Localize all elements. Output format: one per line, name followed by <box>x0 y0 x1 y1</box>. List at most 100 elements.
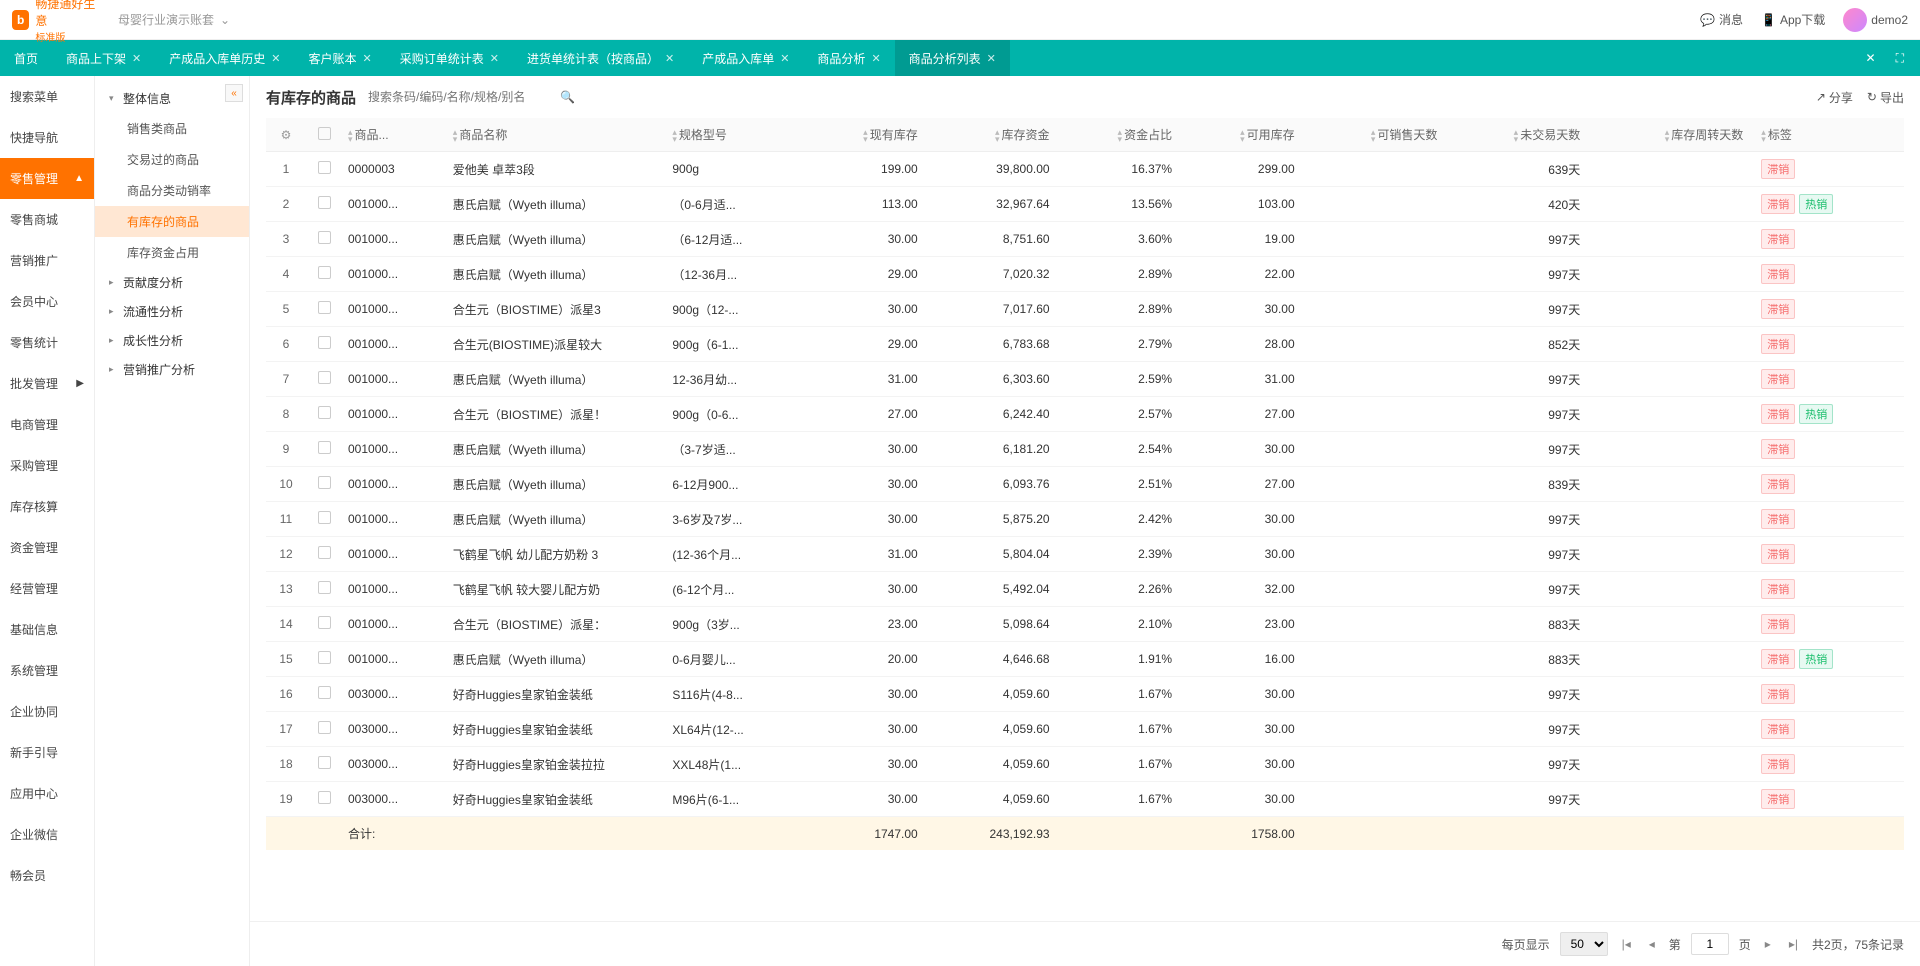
tab-4[interactable]: 采购订单统计表✕ <box>386 40 513 76</box>
close-all-icon[interactable]: ✕ <box>1860 47 1882 70</box>
tab-6[interactable]: 产成品入库单✕ <box>688 40 803 76</box>
table-row[interactable]: 10000003爱他美 卓萃3段900g199.0039,800.0016.37… <box>266 152 1904 187</box>
subnav-item-0[interactable]: 销售类商品 <box>95 113 249 144</box>
export-button[interactable]: ↻ 导出 <box>1867 89 1904 106</box>
nav-item-11[interactable]: 资金管理 <box>0 527 94 568</box>
col-header-1[interactable]: ▴▾商品名称 <box>447 118 667 152</box>
close-icon[interactable]: ✕ <box>271 52 280 65</box>
row-checkbox[interactable] <box>306 712 342 747</box>
table-row[interactable]: 16003000...好奇Huggies皇家铂金装纸S116片(4-8...30… <box>266 677 1904 712</box>
nav-item-2[interactable]: 零售管理▲ <box>0 158 94 199</box>
nav-item-5[interactable]: 会员中心 <box>0 281 94 322</box>
close-icon[interactable]: ✕ <box>780 52 789 65</box>
select-all-column[interactable] <box>306 118 342 152</box>
per-page-select[interactable]: 50 <box>1560 932 1608 956</box>
row-checkbox[interactable] <box>306 642 342 677</box>
search-input[interactable] <box>368 86 548 108</box>
table-row[interactable]: 14001000...合生元（BIOSTIME）派星：900g（3岁...23.… <box>266 607 1904 642</box>
row-checkbox[interactable] <box>306 432 342 467</box>
table-row[interactable]: 15001000...惠氏启赋（Wyeth illuma）0-6月婴儿...20… <box>266 642 1904 677</box>
subnav-group-1[interactable]: ▸贡献度分析 <box>95 268 249 297</box>
row-checkbox[interactable] <box>306 362 342 397</box>
row-checkbox[interactable] <box>306 677 342 712</box>
tab-3[interactable]: 客户账本✕ <box>294 40 385 76</box>
col-header-7[interactable]: ▴▾可销售天数 <box>1307 118 1450 152</box>
user-menu[interactable]: demo2 <box>1843 8 1908 32</box>
row-checkbox[interactable] <box>306 397 342 432</box>
close-icon[interactable]: ✕ <box>363 52 372 65</box>
app-download-button[interactable]: 📱 App下载 <box>1761 11 1825 28</box>
nav-item-10[interactable]: 库存核算 <box>0 486 94 527</box>
close-icon[interactable]: ✕ <box>987 52 996 65</box>
table-row[interactable]: 10001000...惠氏启赋（Wyeth illuma）6-12月900...… <box>266 467 1904 502</box>
subnav-group-3[interactable]: ▸成长性分析 <box>95 326 249 355</box>
table-row[interactable]: 6001000...合生元(BIOSTIME)派星较大900g（6-1...29… <box>266 327 1904 362</box>
nav-item-4[interactable]: 营销推广 <box>0 240 94 281</box>
row-checkbox[interactable] <box>306 292 342 327</box>
col-header-4[interactable]: ▴▾库存资金 <box>930 118 1062 152</box>
nav-item-13[interactable]: 基础信息 <box>0 609 94 650</box>
tab-1[interactable]: 商品上下架✕ <box>52 40 155 76</box>
row-checkbox[interactable] <box>306 502 342 537</box>
nav-item-17[interactable]: 应用中心 <box>0 773 94 814</box>
table-row[interactable]: 9001000...惠氏启赋（Wyeth illuma）（3-7岁适...30.… <box>266 432 1904 467</box>
fullscreen-icon[interactable]: ⛶ <box>1890 47 1910 70</box>
tab-2[interactable]: 产成品入库单历史✕ <box>155 40 294 76</box>
subnav-group-4[interactable]: ▸营销推广分析 <box>95 355 249 384</box>
subnav-item-2[interactable]: 商品分类动销率 <box>95 175 249 206</box>
table-row[interactable]: 4001000...惠氏启赋（Wyeth illuma）（12-36月...29… <box>266 257 1904 292</box>
col-header-5[interactable]: ▴▾资金占比 <box>1062 118 1185 152</box>
col-header-10[interactable]: ▴▾标签 <box>1755 118 1904 152</box>
table-row[interactable]: 8001000...合生元（BIOSTIME）派星！900g（0-6...27.… <box>266 397 1904 432</box>
next-page-button[interactable]: ▸ <box>1761 937 1775 951</box>
row-checkbox[interactable] <box>306 782 342 817</box>
table-row[interactable]: 11001000...惠氏启赋（Wyeth illuma）3-6岁及7岁...3… <box>266 502 1904 537</box>
col-header-3[interactable]: ▴▾现有库存 <box>807 118 930 152</box>
row-checkbox[interactable] <box>306 572 342 607</box>
nav-item-18[interactable]: 企业微信 <box>0 814 94 855</box>
nav-item-12[interactable]: 经营管理 <box>0 568 94 609</box>
search-icon[interactable]: 🔍 <box>560 90 575 104</box>
close-icon[interactable]: ✕ <box>132 52 141 65</box>
col-header-0[interactable]: ▴▾商品... <box>342 118 447 152</box>
row-checkbox[interactable] <box>306 607 342 642</box>
tab-0[interactable]: 首页 <box>0 40 52 76</box>
nav-item-3[interactable]: 零售商城 <box>0 199 94 240</box>
subnav-item-4[interactable]: 库存资金占用 <box>95 237 249 268</box>
tab-8[interactable]: 商品分析列表✕ <box>895 40 1010 76</box>
tab-7[interactable]: 商品分析✕ <box>803 40 894 76</box>
nav-item-8[interactable]: 电商管理 <box>0 404 94 445</box>
row-checkbox[interactable] <box>306 467 342 502</box>
tab-5[interactable]: 进货单统计表（按商品）✕ <box>513 40 688 76</box>
prev-page-button[interactable]: ◂ <box>1645 937 1659 951</box>
page-input[interactable] <box>1691 933 1729 955</box>
messages-button[interactable]: 💬 消息 <box>1700 11 1743 28</box>
share-button[interactable]: ↗ 分享 <box>1816 89 1853 106</box>
row-checkbox[interactable] <box>306 152 342 187</box>
table-row[interactable]: 13001000...飞鹤星飞帆 较大婴儿配方奶(6-12个月...30.005… <box>266 572 1904 607</box>
collapse-subnav-icon[interactable]: « <box>225 84 243 102</box>
first-page-button[interactable]: |◂ <box>1618 937 1635 951</box>
nav-item-19[interactable]: 畅会员 <box>0 855 94 896</box>
row-checkbox[interactable] <box>306 327 342 362</box>
table-wrap[interactable]: ⚙ ▴▾商品...▴▾商品名称▴▾规格型号▴▾现有库存▴▾库存资金▴▾资金占比▴… <box>250 118 1920 921</box>
table-row[interactable]: 7001000...惠氏启赋（Wyeth illuma）12-36月幼...31… <box>266 362 1904 397</box>
row-checkbox[interactable] <box>306 222 342 257</box>
nav-item-14[interactable]: 系统管理 <box>0 650 94 691</box>
close-icon[interactable]: ✕ <box>665 52 674 65</box>
col-header-8[interactable]: ▴▾未交易天数 <box>1449 118 1592 152</box>
subnav-item-1[interactable]: 交易过的商品 <box>95 144 249 175</box>
table-row[interactable]: 3001000...惠氏启赋（Wyeth illuma）（6-12月适...30… <box>266 222 1904 257</box>
table-row[interactable]: 18003000...好奇Huggies皇家铂金装拉拉XXL48片(1...30… <box>266 747 1904 782</box>
row-checkbox[interactable] <box>306 257 342 292</box>
nav-item-6[interactable]: 零售统计 <box>0 322 94 363</box>
subnav-item-3[interactable]: 有库存的商品 <box>95 206 249 237</box>
nav-item-9[interactable]: 采购管理 <box>0 445 94 486</box>
table-row[interactable]: 17003000...好奇Huggies皇家铂金装纸XL64片(12-...30… <box>266 712 1904 747</box>
table-row[interactable]: 2001000...惠氏启赋（Wyeth illuma）（0-6月适...113… <box>266 187 1904 222</box>
subnav-group-2[interactable]: ▸流通性分析 <box>95 297 249 326</box>
last-page-button[interactable]: ▸| <box>1785 937 1802 951</box>
table-row[interactable]: 12001000...飞鹤星飞帆 幼儿配方奶粉 3(12-36个月...31.0… <box>266 537 1904 572</box>
close-icon[interactable]: ✕ <box>490 52 499 65</box>
nav-item-0[interactable]: 搜索菜单 <box>0 76 94 117</box>
